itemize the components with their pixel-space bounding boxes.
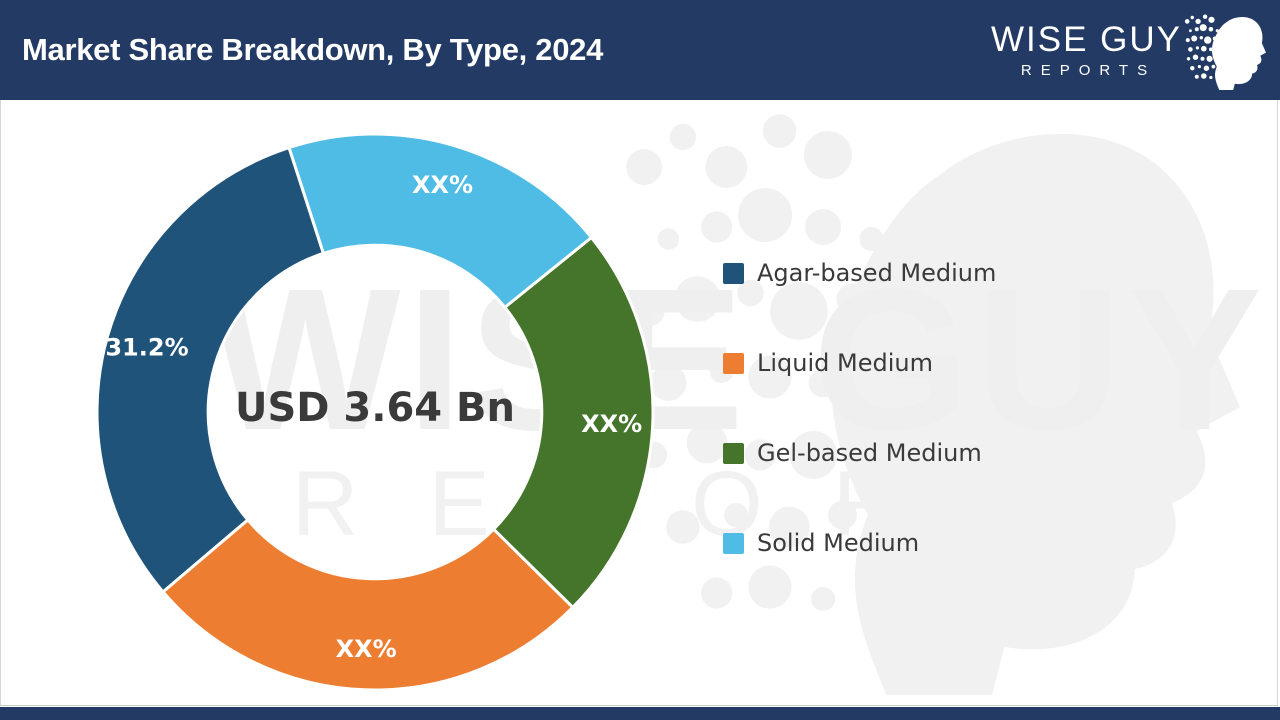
legend-swatch	[723, 442, 744, 464]
legend-swatch	[723, 262, 744, 284]
legend-label: Agar-based Medium	[757, 259, 997, 287]
legend-item-agar-based-medium[interactable]: Agar-based Medium	[723, 259, 996, 287]
donut-segment-gel-based-medium[interactable]	[492, 236, 655, 609]
footer-bar	[0, 707, 1280, 720]
logo-text: WISE GUY REPORTS	[991, 22, 1182, 78]
header-bar: Market Share Breakdown, By Type, 2024 WI…	[0, 0, 1280, 100]
legend-item-gel-based-medium[interactable]: Gel-based Medium	[723, 439, 982, 467]
wise-guy-reports-logo: WISE GUY REPORTS	[991, 8, 1266, 92]
donut-segment-solid-medium[interactable]	[287, 132, 593, 309]
donut-segment-liquid-medium[interactable]	[161, 518, 575, 692]
segment-value-label: 31.2%	[105, 333, 188, 361]
segment-value-label: XX%	[412, 171, 473, 199]
legend-label: Gel-based Medium	[757, 439, 982, 467]
legend-item-liquid-medium[interactable]: Liquid Medium	[723, 349, 933, 377]
logo-reports-text: REPORTS	[1020, 62, 1157, 79]
legend-swatch	[723, 352, 744, 374]
logo-wiseguy-text: WISE GUY	[990, 20, 1182, 59]
page-title: Market Share Breakdown, By Type, 2024	[22, 32, 604, 67]
chart-center-value: USD 3.64 Bn	[235, 385, 515, 431]
legend-item-solid-medium[interactable]: Solid Medium	[723, 529, 919, 557]
dotted-face-graphic	[626, 114, 1240, 695]
legend-label: Solid Medium	[757, 529, 920, 557]
legend-swatch	[723, 532, 744, 554]
logo-dotted-face-icon	[1184, 14, 1266, 90]
legend-label: Liquid Medium	[757, 349, 933, 377]
segment-value-label: XX%	[581, 410, 642, 438]
segment-value-label: XX%	[336, 635, 397, 663]
donut-segment-agar-based-medium[interactable]	[95, 146, 325, 594]
dotted-face-graphic	[1184, 14, 1266, 90]
